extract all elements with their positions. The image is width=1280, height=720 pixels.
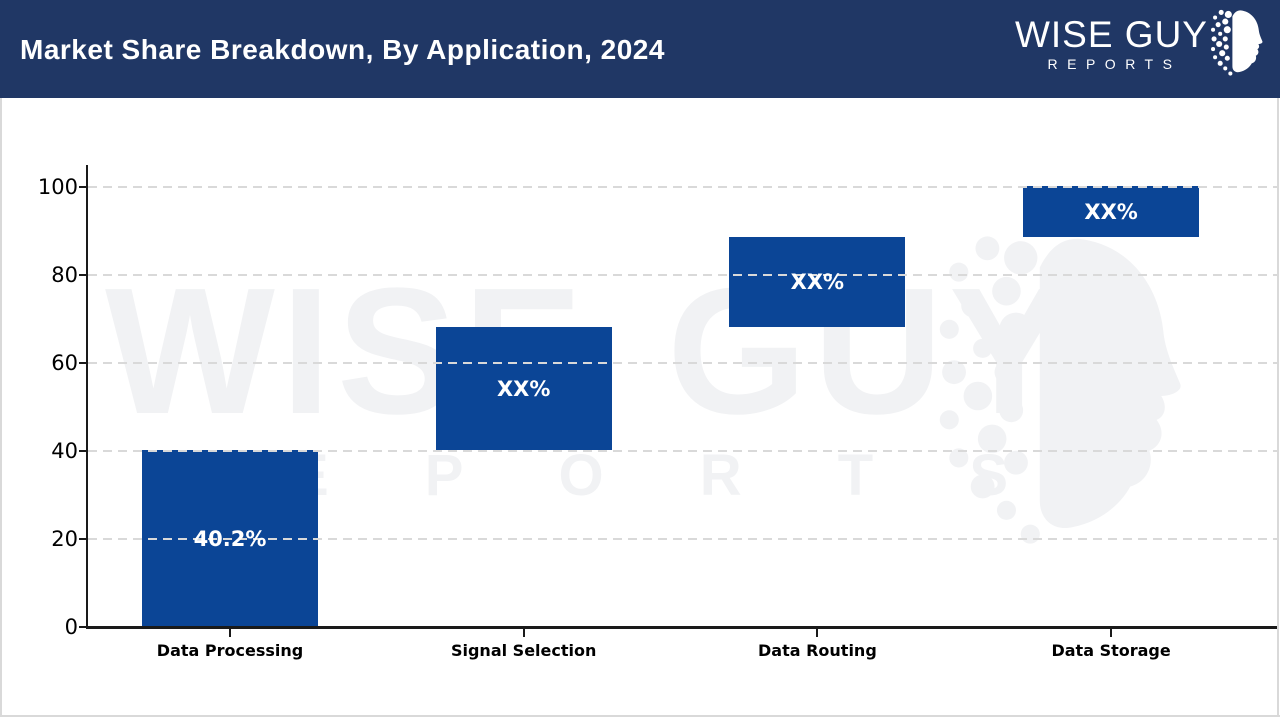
y-tick-label: 20 xyxy=(51,527,78,551)
y-tick-mark xyxy=(79,362,87,364)
bar xyxy=(729,237,906,327)
x-category-label: Data Routing xyxy=(758,641,877,660)
y-tick-label: 100 xyxy=(37,175,78,199)
chart-plot-area: 0 20 40 60 80 100 40.2% Data Processing XX% Signa… xyxy=(0,98,1280,720)
y-tick-label: 40 xyxy=(51,439,78,463)
x-tick-mark xyxy=(229,629,231,637)
page-bottom-border xyxy=(0,715,1280,717)
x-tick-mark xyxy=(1110,629,1113,637)
wiseguy-head-logo-icon xyxy=(1210,8,1266,80)
y-axis-spine xyxy=(86,165,88,627)
bar-value-label: 40.2% xyxy=(193,526,267,551)
bar-value-label: XX% xyxy=(790,270,845,295)
y-tick-mark xyxy=(79,538,87,540)
x-axis-spine xyxy=(86,626,1277,629)
logo-wiseguy-text: WISE GUY xyxy=(1014,14,1208,56)
bar-value-label: XX% xyxy=(1084,199,1138,224)
bar-value-label: XX% xyxy=(496,376,551,401)
bar xyxy=(435,326,612,451)
x-category-label: Data Processing xyxy=(156,641,304,660)
grid-line xyxy=(88,274,1277,276)
x-category-label: Data Storage xyxy=(1051,641,1171,660)
x-tick-mark xyxy=(522,629,525,637)
y-tick-label: 60 xyxy=(51,351,78,375)
grid-line xyxy=(88,186,1277,188)
page-right-border xyxy=(1277,98,1279,717)
y-tick-label: 0 xyxy=(64,615,78,639)
x-tick-mark xyxy=(816,629,819,637)
header-bar: Market Share Breakdown, By Application, … xyxy=(0,0,1280,98)
x-category-label: Signal Selection xyxy=(450,641,597,660)
logo-reports-text: REPORTS xyxy=(1047,55,1182,72)
bar xyxy=(1023,186,1200,238)
y-tick-mark xyxy=(79,450,87,452)
y-tick-mark xyxy=(79,626,87,628)
y-tick-mark xyxy=(79,186,87,188)
page-left-border xyxy=(0,98,2,717)
logo-wordmark: WISE GUY REPORTS xyxy=(1014,14,1208,72)
y-tick-mark xyxy=(79,274,87,276)
watermark-head-icon xyxy=(935,226,1197,566)
wiseguy-logo: WISE GUY REPORTS xyxy=(1015,8,1266,80)
page-title: Market Share Breakdown, By Application, … xyxy=(20,34,665,65)
grid-line xyxy=(88,538,1277,540)
grid-line xyxy=(88,450,1277,452)
grid-line xyxy=(88,362,1277,364)
y-tick-label: 80 xyxy=(51,263,78,287)
